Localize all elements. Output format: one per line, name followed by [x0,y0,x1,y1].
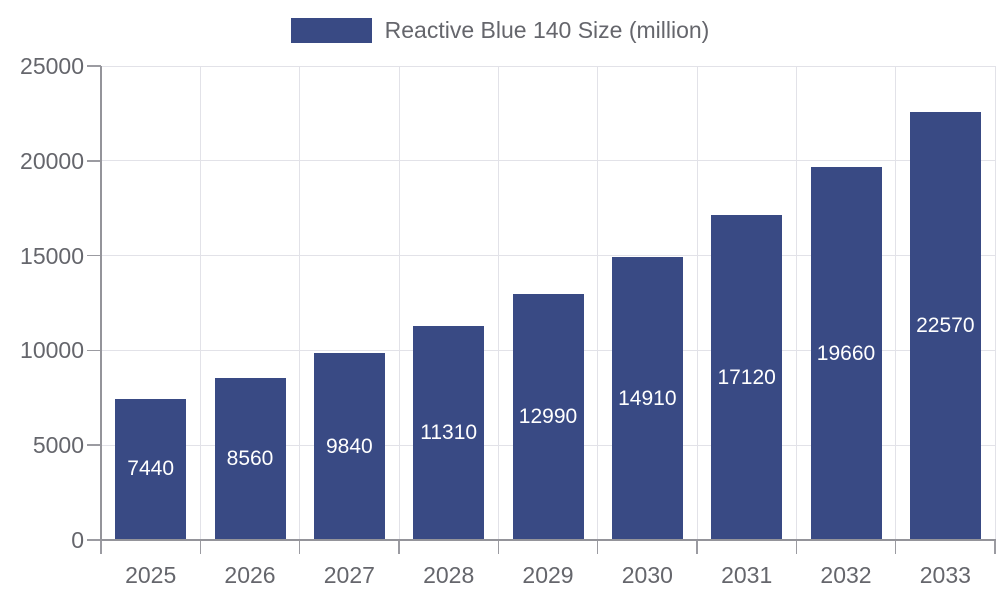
y-tick-label: 15000 [20,242,84,269]
x-tick [100,540,102,554]
x-tick-label: 2026 [224,562,276,588]
x-tick-label: 2029 [522,562,574,588]
h-gridline [101,160,995,162]
bar-value-label: 7440 [127,457,175,481]
y-tick-label: 25000 [20,53,84,79]
v-gridline [497,66,499,540]
y-axis-line [100,66,102,540]
bar-value-label: 11310 [420,420,478,444]
y-tick [87,160,101,162]
x-tick [497,540,500,554]
v-gridline [895,66,897,540]
legend-swatch [290,18,372,43]
x-axis-line [100,539,996,541]
bar-value-label: 14910 [618,386,677,410]
v-gridline [299,66,301,540]
h-gridline [101,255,995,257]
x-tick-label: 2028 [423,562,475,588]
bar-2031[interactable]: 17120 [711,215,783,540]
bar-2030[interactable]: 14910 [611,257,683,540]
bar-value-label: 17120 [717,365,776,389]
y-tick-label: 20000 [20,147,84,174]
x-tick [298,540,301,554]
y-tick-label: 5000 [32,432,84,459]
bar-value-label: 9840 [325,434,373,458]
y-tick [87,539,101,541]
bar-2026[interactable]: 8560 [214,377,286,540]
h-gridline [101,65,995,67]
y-tick-label: 10000 [20,337,84,364]
y-tick [87,444,101,446]
bar-value-label: 12990 [518,404,578,428]
x-tick-label: 2032 [820,562,872,588]
bar-2032[interactable]: 19660 [810,167,882,540]
v-gridline [795,66,797,540]
bar-2027[interactable]: 9840 [313,353,385,540]
x-tick [596,540,599,554]
bar-2025[interactable]: 7440 [115,398,187,540]
v-gridline [199,66,201,540]
x-tick [894,540,897,554]
x-tick [696,540,698,554]
x-tick-label: 2030 [621,562,673,588]
y-tick [87,349,101,352]
bar-2028[interactable]: 11310 [413,325,485,540]
x-tick-label: 2025 [125,562,177,588]
x-tick [398,540,400,554]
bar-value-label: 8560 [226,446,274,470]
x-tick [795,540,798,554]
legend[interactable]: Reactive Blue 140 Size (million) [0,17,1000,44]
y-tick [87,254,101,257]
bar-2029[interactable]: 12990 [512,293,584,540]
x-tick-label: 2027 [323,562,375,588]
v-gridline [994,66,996,540]
v-gridline [597,66,599,540]
x-tick-label: 2031 [721,562,773,588]
x-tick [199,540,202,554]
y-tick-label: 0 [71,527,84,553]
y-tick [87,65,101,67]
x-tick-label: 2033 [919,562,971,588]
legend-label: Reactive Blue 140 Size (million) [384,17,710,43]
bar-2033[interactable]: 22570 [909,112,981,540]
bar-value-label: 22570 [916,314,975,338]
bar-value-label: 19660 [816,341,876,365]
v-gridline [398,66,400,540]
v-gridline [696,66,698,540]
x-tick [994,540,996,554]
